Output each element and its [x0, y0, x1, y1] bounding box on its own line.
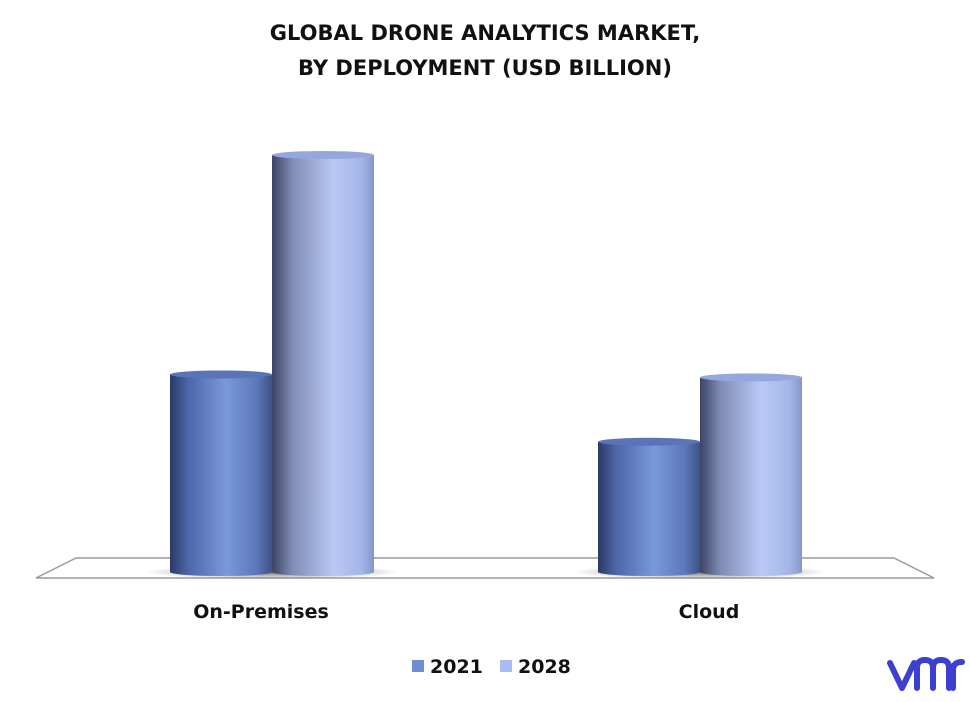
legend-label-2028: 2028: [518, 656, 571, 678]
legend-swatch-2028: [500, 660, 512, 672]
bar-cloud-2021: [598, 437, 700, 576]
bar-body-cloud-2028: [700, 377, 802, 576]
bar-cap-on-premises-2021: [170, 370, 272, 379]
vmr-logo-mark: [887, 657, 965, 691]
chart-title-line-1: GLOBAL DRONE ANALYTICS MARKET,: [270, 21, 700, 45]
chart-title-line-2: BY DEPLOYMENT (USD BILLION): [298, 56, 672, 80]
bar-body-on-premises-2021: [170, 374, 272, 576]
chart-title: GLOBAL DRONE ANALYTICS MARKET, BY DEPLOY…: [270, 21, 700, 80]
bar-cloud-2028: [700, 373, 802, 576]
legend: 2021 2028: [412, 656, 571, 678]
vmr-logo: [887, 657, 965, 691]
bar-cap-on-premises-2028: [272, 151, 374, 159]
bar-cap-cloud-2028: [700, 373, 802, 382]
bar-body-on-premises-2028: [272, 155, 374, 576]
bars-layer: [144, 151, 828, 579]
bar-cap-cloud-2021: [598, 437, 700, 446]
bar-on-premises-2021: [170, 370, 272, 576]
category-label-on-premises: On-Premises: [193, 601, 329, 623]
legend-swatch-2021: [412, 660, 424, 672]
legend-label-2021: 2021: [430, 656, 483, 678]
bar-body-cloud-2021: [598, 441, 700, 576]
category-label-cloud: Cloud: [679, 601, 740, 623]
bar-on-premises-2028: [272, 151, 374, 576]
